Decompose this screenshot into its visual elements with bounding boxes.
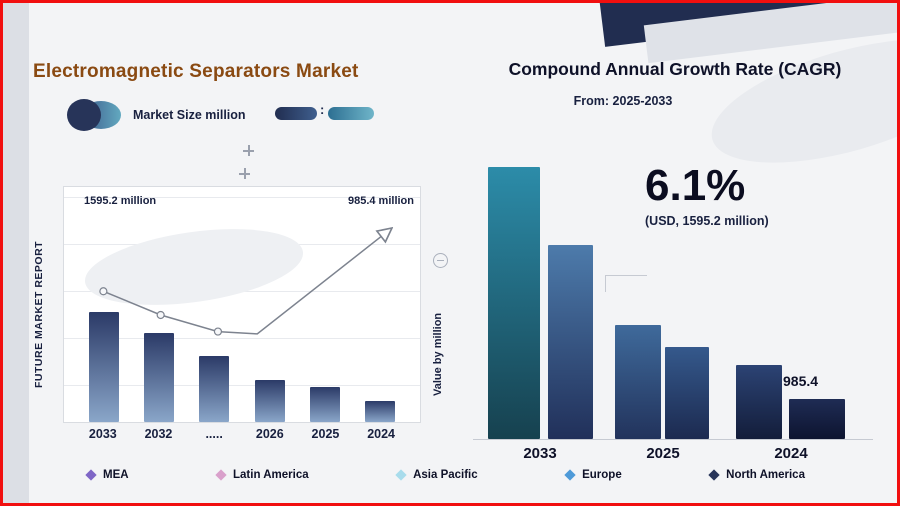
market-chart-panel: 1595.2 million 985.4 million	[63, 186, 421, 423]
legend-label: MEA	[103, 469, 129, 481]
legend-item-latin-america: Latin America	[215, 469, 309, 481]
diamond-icon	[395, 469, 407, 481]
colon-divider: :	[320, 102, 325, 117]
cagr-subtitle: From: 2025-2033	[573, 94, 673, 108]
diamond-icon	[708, 469, 720, 481]
market-bar-col	[88, 187, 119, 422]
gradient-pill-icon	[275, 107, 317, 120]
left-axis-label: FUTURE MARKET REPORT	[33, 240, 45, 388]
market-bar-col	[365, 187, 396, 422]
cagr-x-label: 2025	[646, 445, 680, 462]
market-bar-col	[309, 187, 340, 422]
left-chart-title: Electromagnetic Separators Market	[33, 61, 359, 82]
disc-icon-front	[67, 99, 101, 131]
cagr-bar-2025-2	[665, 347, 709, 439]
cagr-x-labels: 2033 2025 2024	[473, 445, 873, 465]
market-bar-2033	[88, 311, 119, 422]
market-x-label: 2024	[367, 427, 396, 441]
market-bars	[64, 187, 420, 422]
annotation-max-value: 1595.2 million	[84, 195, 157, 207]
market-size-disc-icon	[67, 99, 121, 131]
legend-label: Asia Pacific	[413, 469, 478, 481]
plus-icon	[239, 168, 250, 179]
decor-corner-band	[643, 3, 897, 64]
market-bar-2032	[143, 332, 174, 422]
gradient-pill-icon	[328, 107, 374, 120]
market-x-label: 2032	[144, 427, 173, 441]
cagr-bars	[473, 153, 873, 440]
trend-line-svg	[99, 187, 422, 336]
cagr-bar-2033-1	[488, 167, 540, 439]
minus-circle-icon	[433, 253, 448, 268]
legend-item-north-america: North America	[708, 469, 805, 481]
legend-label: Latin America	[233, 469, 309, 481]
bar-value-callout: 985.4	[783, 373, 819, 389]
market-bar-col	[199, 187, 230, 422]
right-axis-label: Value by million	[432, 312, 444, 396]
plus-icon	[243, 145, 254, 156]
market-size-legend: Market Size million :	[67, 99, 397, 135]
market-size-legend-label: Market Size million	[133, 108, 246, 122]
annotation-base-value: 985.4 million	[347, 195, 414, 207]
market-bar-col	[254, 187, 285, 422]
legend-item-asia-pacific: Asia Pacific	[395, 469, 478, 481]
market-x-label: 2026	[255, 427, 284, 441]
legend-label: North America	[726, 469, 805, 481]
diamond-icon	[85, 469, 97, 481]
cagr-title: Compound Annual Growth Rate (CAGR)	[508, 59, 842, 79]
cagr-bar-2024-1	[736, 364, 782, 439]
market-bar-col	[143, 187, 174, 422]
market-x-label: .....	[205, 427, 223, 441]
diamond-icon	[564, 469, 576, 481]
decor-left-band	[3, 3, 29, 503]
cagr-value: 6.1%	[645, 161, 746, 210]
market-x-label: 2025	[311, 427, 340, 441]
cagr-bar-2033-2	[548, 244, 593, 439]
market-x-label: 2033	[88, 427, 117, 441]
market-bar-2024	[365, 400, 396, 422]
decor-corner-ribbon	[599, 3, 897, 47]
cagr-x-label: 2024	[774, 445, 808, 462]
diamond-icon	[215, 469, 227, 481]
market-bar-2025	[309, 386, 340, 422]
cagr-bar-2024-2	[789, 398, 845, 439]
cagr-x-label: 2033	[523, 445, 557, 462]
cagr-note: (USD, 1595.2 million)	[645, 214, 769, 228]
legend-item-europe: Europe	[564, 469, 622, 481]
region-legend: MEA Latin America Asia Pacific Europe North …	[85, 469, 805, 481]
cagr-bar-2025-1	[615, 324, 661, 439]
legend-label: Europe	[582, 469, 622, 481]
market-bar-.....	[199, 356, 230, 422]
market-x-labels: 2033 2032..... 2026 2025 2024	[63, 427, 421, 441]
legend-item-mea: MEA	[85, 469, 129, 481]
market-bar-2026	[254, 379, 285, 422]
